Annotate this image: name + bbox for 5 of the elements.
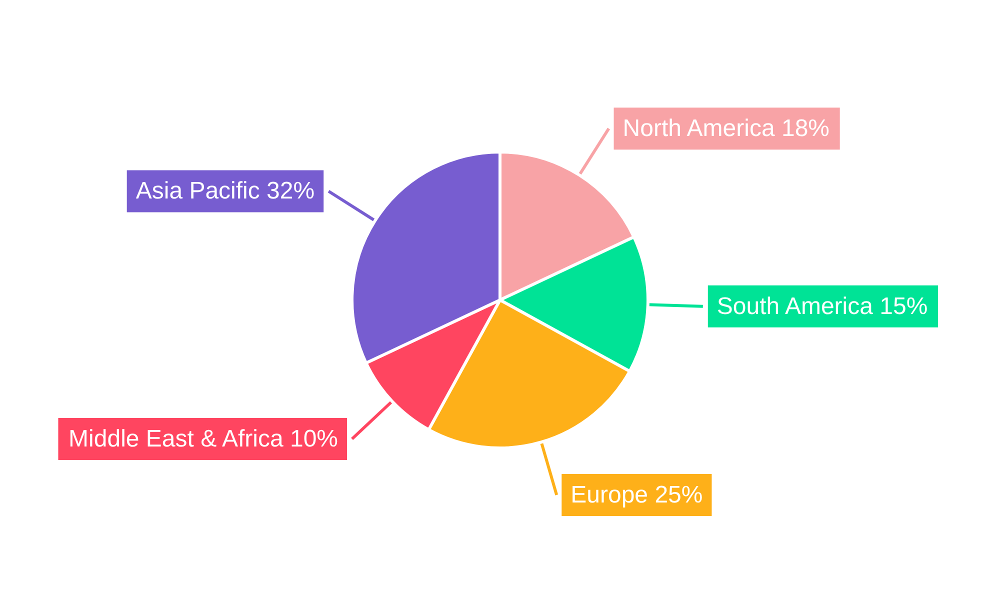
slice-label: South America 15%: [716, 292, 928, 320]
slice-label: North America 18%: [622, 115, 830, 142]
slice-label: Europe 25%: [570, 481, 703, 508]
slice-label: Middle East & Africa 10%: [68, 425, 338, 452]
slice-label: Asia Pacific 32%: [136, 178, 315, 205]
